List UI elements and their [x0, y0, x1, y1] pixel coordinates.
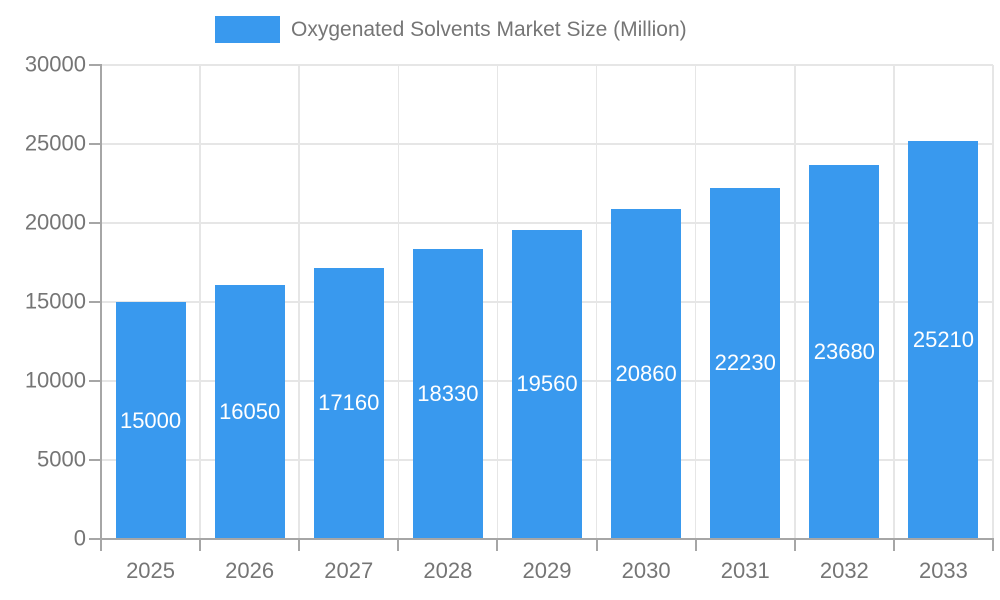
chart-legend[interactable]: Oxygenated Solvents Market Size (Million… [215, 16, 687, 43]
legend-swatch-icon [215, 16, 280, 43]
bar-value-label: 16050 [219, 399, 281, 425]
v-gridline [794, 65, 796, 539]
bar-value-label: 22230 [714, 350, 776, 376]
y-tick-label: 5000 [37, 446, 86, 472]
bar-value-label: 19560 [516, 371, 578, 397]
x-axis-tick [496, 539, 499, 551]
bar-2029[interactable]: 19560 [512, 229, 582, 539]
y-axis-tick [89, 64, 101, 66]
v-gridline [893, 65, 895, 539]
bar-2033[interactable]: 25210 [908, 140, 979, 539]
bar-value-label: 17160 [318, 390, 380, 416]
x-axis-tick [199, 539, 202, 551]
x-axis-tick [992, 539, 994, 551]
bar-2032[interactable]: 23680 [809, 164, 880, 539]
x-axis-tick [694, 539, 697, 551]
x-tick-label: 2033 [918, 558, 968, 583]
y-axis-tick [89, 459, 101, 461]
bar-value-label: 20860 [615, 361, 677, 387]
bar-2030[interactable]: 20860 [611, 209, 682, 539]
v-gridline [298, 65, 300, 539]
v-gridline [694, 65, 697, 539]
bar-2027[interactable]: 17160 [313, 267, 384, 539]
bar-value-label: 25210 [912, 326, 975, 352]
v-gridline [992, 65, 994, 539]
v-gridline [496, 65, 499, 539]
y-tick-label: 0 [73, 525, 86, 551]
x-tick-label: 2025 [126, 558, 176, 583]
x-tick-label: 2032 [819, 558, 869, 583]
legend-label: Oxygenated Solvents Market Size (Million… [291, 17, 687, 41]
v-gridline [397, 65, 400, 539]
y-tick-label: 10000 [24, 367, 86, 393]
y-axis-tick [89, 143, 101, 145]
x-tick-label: 2026 [225, 558, 275, 583]
h-gridline [101, 143, 993, 145]
x-axis-line [100, 538, 994, 540]
h-gridline [101, 222, 993, 224]
y-tick-label: 20000 [24, 209, 86, 235]
bar-2031[interactable]: 22230 [710, 187, 781, 539]
x-axis-tick [595, 539, 598, 551]
x-axis-tick [100, 539, 102, 551]
x-tick-label: 2028 [423, 558, 473, 583]
bar-2026[interactable]: 16050 [214, 285, 285, 539]
y-axis-line [100, 64, 102, 540]
x-axis-tick [892, 539, 895, 551]
x-tick-label: 2031 [720, 558, 770, 583]
h-gridline [101, 64, 993, 66]
x-tick-label: 2027 [324, 558, 374, 583]
bar-2028[interactable]: 18330 [412, 249, 483, 539]
y-tick-label: 30000 [24, 51, 86, 77]
y-axis-tick [89, 301, 101, 303]
bar-value-label: 23680 [813, 338, 875, 364]
x-tick-label: 2030 [621, 558, 671, 583]
v-gridline [199, 65, 201, 539]
y-tick-label: 15000 [24, 288, 86, 314]
v-gridline [595, 65, 598, 539]
y-axis-tick [89, 380, 101, 382]
y-axis-tick [89, 222, 101, 224]
x-tick-label: 2029 [522, 558, 572, 583]
bar-2025[interactable]: 15000 [115, 302, 186, 539]
x-axis-tick [793, 539, 796, 551]
x-axis-tick [397, 539, 400, 551]
bar-value-label: 18330 [417, 381, 479, 407]
y-tick-label: 25000 [24, 130, 86, 156]
bar-value-label: 15000 [119, 407, 182, 433]
x-axis-tick [298, 539, 301, 551]
y-axis-tick [89, 538, 101, 540]
